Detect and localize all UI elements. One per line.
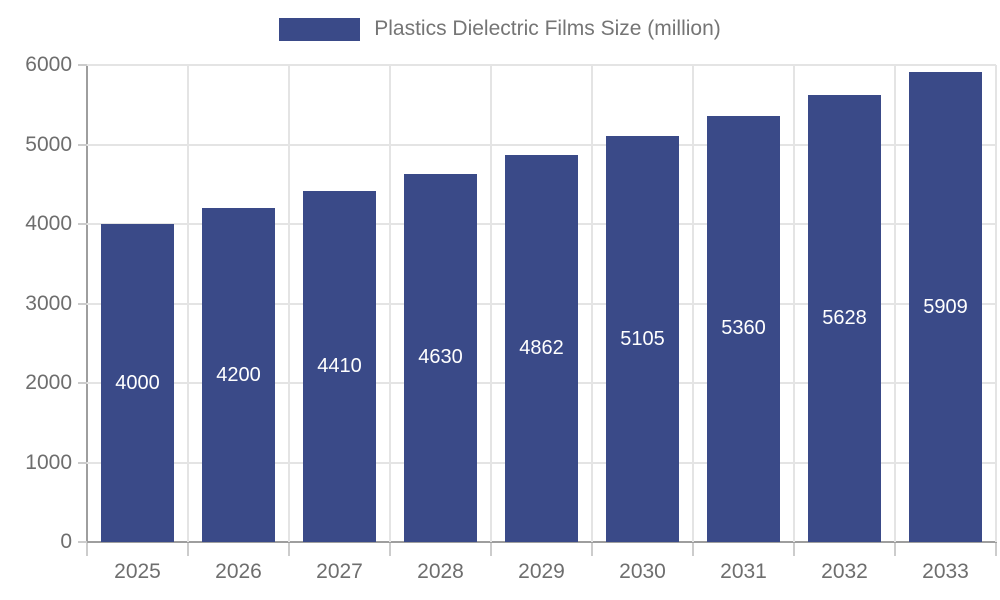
x-axis-tick — [692, 543, 694, 556]
bar: 5360 — [707, 115, 780, 542]
bar: 4410 — [303, 191, 376, 542]
x-axis-tick-label: 2030 — [619, 560, 666, 583]
x-axis-tick — [86, 543, 88, 556]
y-axis-tick — [78, 541, 87, 543]
x-axis-tick — [591, 543, 593, 556]
legend-swatch-icon — [279, 17, 361, 41]
bar-value-label: 4862 — [519, 337, 564, 360]
bar-value-label: 4630 — [418, 346, 463, 369]
gridline-horizontal — [87, 64, 996, 66]
bar: 5628 — [808, 94, 881, 542]
gridline-vertical — [894, 65, 896, 542]
x-axis-tick — [995, 543, 997, 556]
gridline-vertical — [288, 65, 290, 542]
bar-value-label: 4000 — [115, 371, 160, 394]
gridline-vertical — [187, 65, 189, 542]
chart-legend[interactable]: Plastics Dielectric Films Size (million) — [0, 17, 1000, 41]
y-axis-tick — [78, 223, 87, 225]
bar: 4862 — [505, 155, 578, 542]
x-axis-tick — [894, 543, 896, 556]
bar-value-label: 5360 — [721, 317, 766, 340]
x-axis-line — [86, 541, 997, 543]
x-axis-tick — [793, 543, 795, 556]
gridline-vertical — [995, 65, 997, 542]
y-axis-tick — [78, 302, 87, 305]
bar-value-label: 5105 — [620, 327, 665, 350]
x-axis-tick-label: 2029 — [518, 560, 565, 583]
x-axis-tick-label: 2026 — [215, 560, 262, 583]
x-axis-tick-label: 2027 — [316, 560, 363, 583]
x-axis-tick — [389, 543, 391, 556]
y-axis-tick-label: 1000 — [25, 450, 72, 474]
gridline-vertical — [591, 65, 593, 542]
bar-value-label: 5909 — [923, 295, 968, 318]
gridline-vertical — [793, 65, 795, 542]
bar: 4000 — [101, 224, 174, 542]
x-axis-tick-label: 2031 — [720, 560, 767, 583]
y-axis-tick — [78, 64, 87, 66]
gridline-vertical — [692, 65, 694, 542]
gridline-horizontal — [87, 143, 996, 146]
y-axis-tick-label: 3000 — [25, 291, 72, 315]
bar-value-label: 5628 — [822, 306, 867, 329]
gridline-vertical — [490, 65, 492, 542]
x-axis-tick-label: 2025 — [114, 560, 161, 583]
y-axis-tick-label: 5000 — [25, 132, 72, 156]
bar: 4200 — [202, 208, 275, 542]
bar: 5909 — [909, 72, 982, 542]
x-axis-tick — [187, 543, 189, 556]
y-axis-tick — [78, 143, 87, 146]
y-axis-tick — [78, 382, 87, 384]
x-axis-tick-label: 2028 — [417, 560, 464, 583]
gridline-vertical — [389, 65, 391, 542]
bar: 4630 — [404, 173, 477, 542]
y-axis-tick-label: 0 — [60, 530, 72, 553]
y-axis-tick-label: 6000 — [25, 53, 72, 76]
y-axis-tick-label: 4000 — [25, 212, 72, 235]
bar-value-label: 4410 — [317, 355, 362, 378]
y-axis-tick-label: 2000 — [25, 371, 72, 394]
bar: 5105 — [606, 136, 679, 542]
plot-area: 4000 4200 4410 4630 4862 5105 5360 5628 5909 — [87, 64, 997, 542]
x-axis-tick — [490, 543, 492, 556]
x-axis-tick — [288, 543, 290, 556]
y-axis-tick — [78, 461, 87, 464]
legend-label: Plastics Dielectric Films Size (million) — [374, 17, 721, 40]
x-axis-tick-label: 2033 — [922, 560, 969, 583]
x-axis-tick-label: 2032 — [821, 560, 868, 583]
bar-value-label: 4200 — [216, 363, 261, 386]
